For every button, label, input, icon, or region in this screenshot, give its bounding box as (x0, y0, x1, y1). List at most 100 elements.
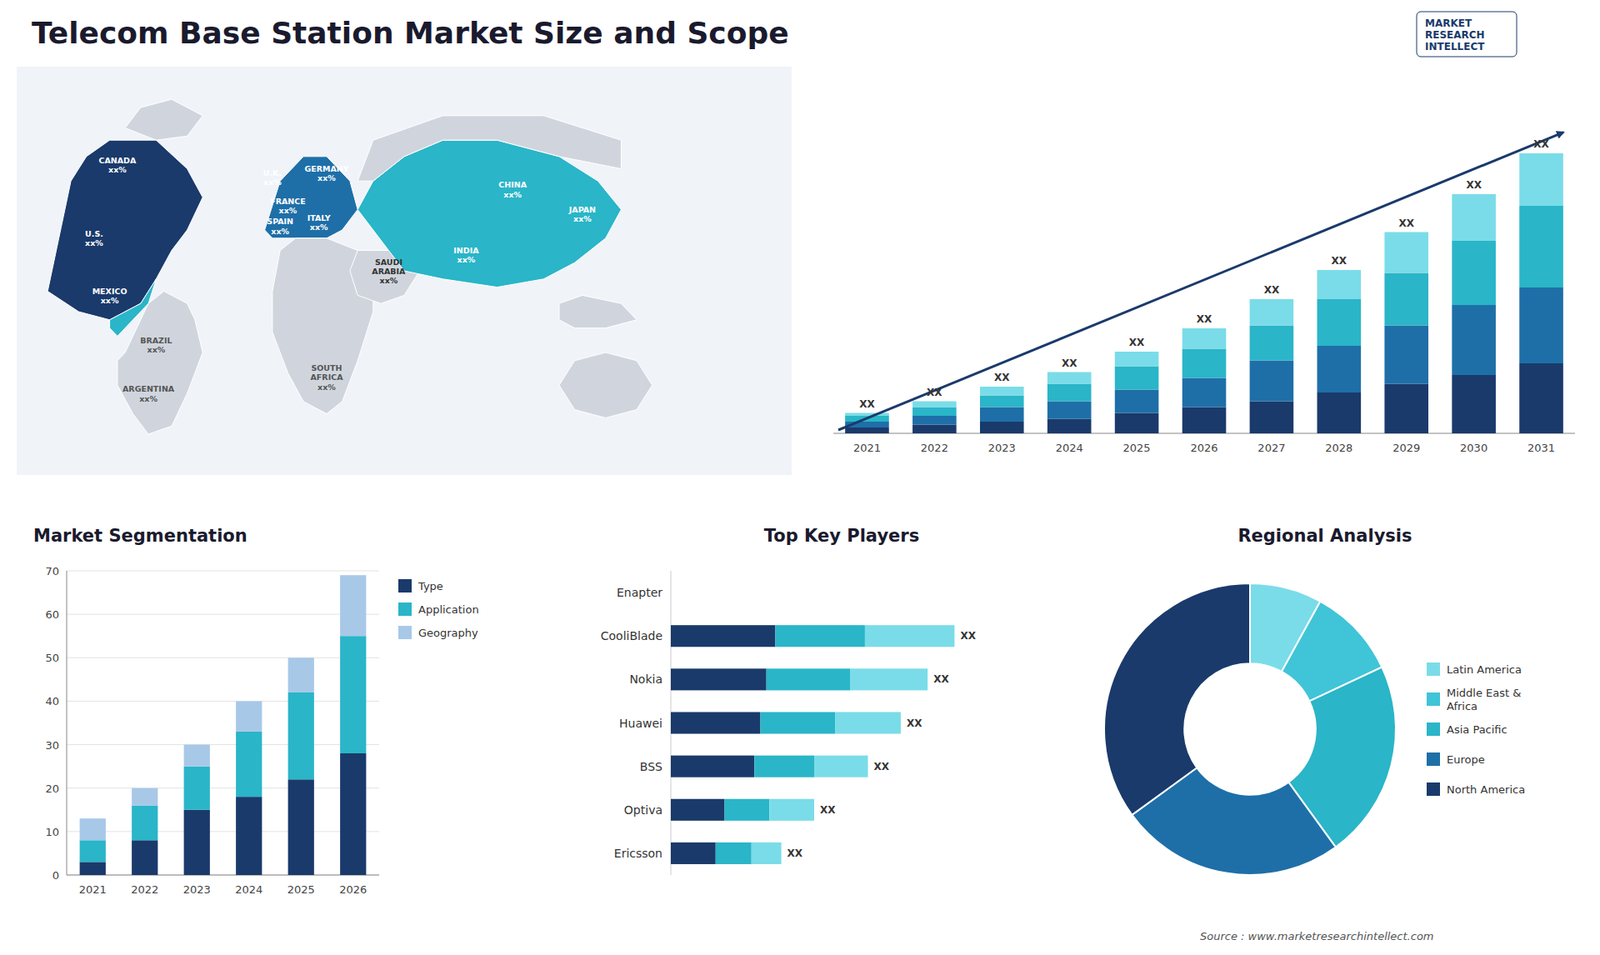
bar-segment (1519, 153, 1564, 206)
map-region-north-america (47, 140, 203, 320)
legend-entry: Latin America (1446, 663, 1522, 676)
bar-segment (912, 407, 957, 417)
bar-segment (184, 810, 210, 875)
bar-annotation: XX (1061, 357, 1078, 370)
bar-annotation: XX (906, 717, 923, 730)
bar-segment (769, 799, 815, 821)
map-region-greenland (125, 99, 203, 140)
y-axis-line (66, 570, 68, 875)
chart-title: Market Segmentation (33, 525, 248, 546)
bar-segment (725, 799, 770, 821)
legend-entry: Geography (418, 626, 479, 640)
legend-swatch (398, 602, 412, 616)
x-tick-label: 2022 (920, 441, 949, 455)
bar-segment (288, 779, 315, 875)
legend-entry: Type (417, 580, 444, 593)
bar-segment (1451, 305, 1496, 375)
bar-segment (1519, 205, 1564, 288)
bar-segment (1317, 392, 1362, 434)
bar-segment (1384, 384, 1429, 435)
y-tick-label: CooliBlade (600, 629, 663, 643)
legend-entry: North America (1446, 783, 1525, 796)
map-country-label: SOUTHAFRICAxx% (310, 363, 344, 391)
x-tick-label: 2029 (1392, 441, 1420, 455)
grid-line (66, 830, 380, 832)
bar-segment (1115, 390, 1160, 414)
legend-swatch (1426, 752, 1440, 766)
legend-swatch (398, 579, 412, 593)
bar-segment (131, 805, 158, 841)
grid-line (66, 787, 380, 789)
bar-segment (850, 668, 928, 690)
bar-segment (980, 421, 1025, 434)
legend-swatch (1426, 782, 1440, 796)
map-country-label: CHINAxx% (498, 180, 527, 199)
bar-segment (980, 395, 1025, 408)
bar-annotation: XX (994, 371, 1010, 384)
bar-segment (288, 657, 315, 693)
x-tick-label: 2027 (1257, 441, 1285, 455)
bar-annotation: XX (933, 673, 950, 685)
bar-segment (1182, 349, 1227, 379)
map: CANADAxx%U.S.xx%MEXICOxx%BRAZILxx%ARGENT… (16, 66, 792, 475)
legend-entry: Application (418, 603, 480, 616)
bar-segment (1384, 273, 1429, 326)
bar-segment (131, 840, 158, 875)
bar-segment (131, 788, 158, 806)
bar-segment (670, 842, 716, 865)
bar-segment (1451, 240, 1496, 305)
bar-segment (760, 711, 836, 734)
legend-entry: Asia Pacific (1446, 723, 1508, 736)
y-tick-label: BSS (640, 760, 663, 774)
map-country-label: INDIAxx% (453, 245, 480, 264)
grid-line (66, 875, 380, 876)
map-country-label: ITALYxx% (307, 212, 331, 231)
y-tick-label: 70 (45, 565, 60, 578)
x-tick-label: 2031 (1527, 441, 1555, 455)
bar-annotation: XX (1264, 284, 1280, 296)
y-tick-label: Nokia (629, 672, 663, 686)
legend-swatch (1426, 662, 1440, 676)
y-tick-label: 40 (45, 695, 60, 708)
bar-annotation: XX (1331, 255, 1348, 267)
bar-segment (1047, 401, 1092, 420)
bar-segment (670, 625, 775, 647)
bar-segment (1182, 407, 1227, 435)
bar-segment (1250, 325, 1295, 361)
grid-line (66, 570, 380, 572)
x-tick-label: 2026 (1190, 441, 1218, 455)
bar-chart: XXXXXXXXXXXXXXXXXXXXXX202120222023202420… (833, 132, 1575, 455)
bar-segment (1384, 232, 1429, 274)
map-region-southeast-asia (559, 295, 637, 328)
bar-segment (1519, 287, 1564, 364)
bar-marks (80, 575, 367, 875)
bar-segment (670, 755, 755, 778)
bar-segment (1250, 299, 1295, 326)
chart-title: Top Key Players (764, 525, 920, 546)
bar-annotation: XX (1533, 138, 1550, 150)
bar-chart: 010203040506070202120222023202420252026T… (45, 565, 479, 897)
x-axis-line (66, 875, 380, 876)
legend-swatch (1426, 722, 1440, 736)
bar-segment (1115, 366, 1160, 390)
bar-segment (1451, 375, 1496, 434)
grid-line (66, 700, 380, 702)
bar-segment (1047, 372, 1092, 385)
x-tick-label: 2030 (1460, 441, 1488, 455)
grid-line (66, 614, 380, 615)
bar-segment (340, 635, 366, 754)
grid-line (66, 744, 380, 745)
map-background (16, 66, 792, 475)
page-title: Telecom Base Station Market Size and Sco… (31, 15, 790, 50)
x-tick-label: 2024 (1055, 441, 1084, 455)
y-tick-label: 20 (45, 781, 60, 795)
bar-segment (865, 625, 955, 647)
bar-segment (1182, 378, 1227, 408)
donut-chart: Latin AmericaMiddle East &AfricaAsia Pac… (1104, 583, 1525, 875)
legend-swatch (1426, 692, 1440, 706)
bar-segment (751, 842, 782, 865)
map-region-australia (559, 352, 653, 418)
y-tick-label: Optiva (624, 803, 663, 817)
bar-segment (912, 401, 957, 408)
bar-segment (1317, 299, 1362, 346)
